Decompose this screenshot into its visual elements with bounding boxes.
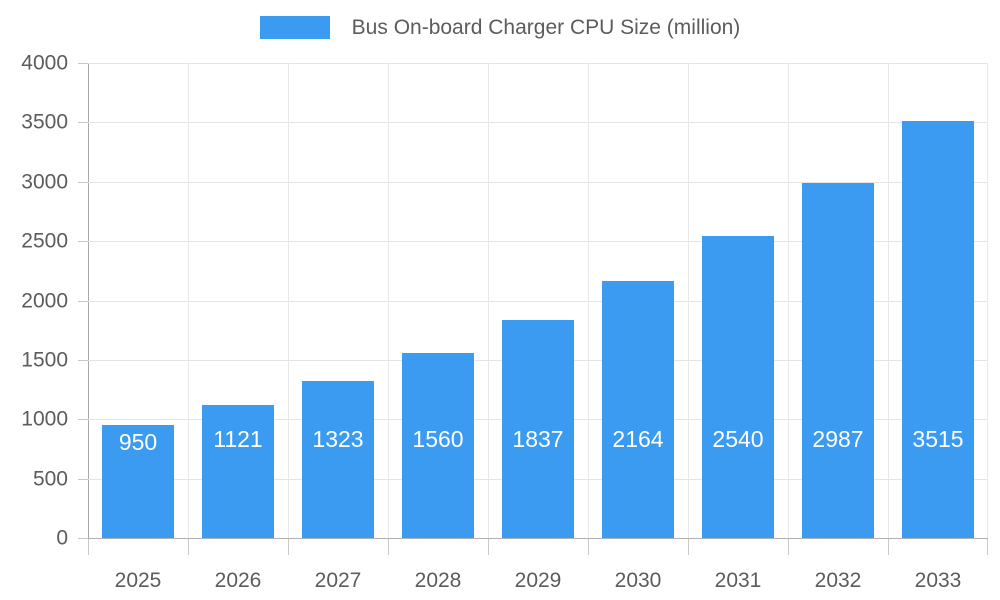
y-axis-tick-mark [78, 359, 88, 361]
legend-color-swatch [259, 15, 330, 39]
bar[interactable]: 2164 [602, 281, 674, 538]
x-axis-tick-label: 2027 [314, 569, 362, 592]
legend-entry[interactable]: Bus On-board Charger CPU Size (million) [259, 15, 741, 39]
bar-value-label: 1323 [312, 426, 364, 452]
bar[interactable]: 1560 [402, 352, 474, 538]
gridline-vertical [588, 63, 589, 538]
gridline-horizontal [88, 538, 988, 539]
gridline-vertical [788, 63, 789, 538]
y-axis-tick-mark [78, 538, 88, 539]
x-axis-tick-label: 2025 [114, 569, 162, 592]
bar[interactable]: 1121 [202, 404, 274, 538]
x-axis-tick-mark [288, 539, 289, 555]
bar[interactable]: 2540 [702, 236, 774, 538]
x-axis-tick-label: 2032 [814, 569, 862, 592]
bar-value-label: 1560 [412, 426, 464, 452]
bar-value-label: 1837 [512, 426, 564, 452]
y-axis-tick-label: 2500 [21, 229, 68, 253]
gridline-horizontal [88, 241, 988, 243]
y-axis-tick-label: 2000 [21, 289, 68, 312]
y-axis-tick-label: 3500 [21, 110, 68, 134]
gridline-vertical [688, 63, 689, 538]
x-axis-tick-label: 2030 [614, 569, 662, 592]
gridline-horizontal [88, 300, 988, 302]
y-axis-labels: 0 500 1000 1500 2000 2500 3000 3500 4000 [0, 53, 88, 549]
y-axis-tick-label: 3000 [21, 170, 68, 194]
plot-area: 950 1121 1323 1560 1837 2164 2540 2987 3515 [88, 63, 988, 539]
x-axis-labels: 2025 2026 2027 2028 2029 2030 2031 2032 2033 [88, 538, 988, 600]
gridline-vertical [188, 63, 189, 538]
y-axis-tick-mark [78, 300, 88, 302]
bar-value-label: 2540 [712, 426, 764, 452]
gridline-horizontal [88, 122, 988, 124]
x-axis-tick-mark [588, 539, 589, 555]
x-axis-tick-mark [688, 539, 689, 555]
gridline-vertical [888, 63, 889, 538]
gridline-vertical [488, 63, 489, 538]
x-axis-tick-mark [388, 539, 389, 555]
y-axis-tick-label: 0 [56, 526, 68, 550]
bar[interactable]: 3515 [902, 120, 974, 538]
x-axis-tick-label: 2028 [414, 569, 462, 592]
gridline-horizontal [88, 63, 988, 64]
bar[interactable]: 950 [102, 425, 174, 538]
x-axis-tick-mark [888, 539, 889, 555]
bar[interactable]: 1323 [302, 380, 374, 538]
legend-label: Bus On-board Charger CPU Size (million) [351, 15, 741, 39]
bar-value-label: 2164 [612, 426, 664, 452]
gridline-vertical [388, 63, 389, 538]
gridline-vertical [987, 63, 988, 538]
y-axis-tick-label: 4000 [21, 51, 68, 75]
bar[interactable]: 1837 [502, 319, 574, 538]
x-axis-tick-label: 2026 [214, 569, 262, 592]
x-axis-tick-mark [88, 539, 89, 555]
y-axis-tick-label: 500 [32, 467, 68, 491]
bar-value-label: 2987 [812, 426, 864, 452]
bar-value-label: 3515 [912, 426, 964, 452]
gridline-horizontal [88, 181, 988, 183]
x-axis-tick-mark [788, 539, 789, 555]
y-axis-tick-mark [78, 478, 88, 480]
y-axis-tick-label: 1000 [21, 407, 68, 431]
y-axis-tick-mark [78, 419, 88, 421]
y-axis-tick-label: 1500 [21, 348, 68, 372]
x-axis-tick-label: 2029 [514, 569, 562, 592]
x-axis-tick-label: 2031 [714, 569, 762, 592]
y-axis-tick-mark [78, 181, 88, 183]
y-axis-tick-mark [78, 241, 88, 243]
bar[interactable]: 2987 [802, 183, 874, 538]
bar-value-label: 950 [118, 429, 158, 456]
x-axis-tick-mark [188, 539, 189, 555]
gridline-vertical [288, 63, 289, 538]
x-axis-tick-label: 2033 [914, 569, 962, 592]
x-axis-tick-mark [488, 539, 489, 555]
y-axis-tick-mark [78, 122, 88, 124]
x-axis-tick-mark [987, 539, 988, 555]
bar-value-label: 1121 [213, 426, 263, 452]
y-axis-tick-mark [78, 63, 88, 64]
chart-legend: Bus On-board Charger CPU Size (million) [0, 10, 1000, 44]
